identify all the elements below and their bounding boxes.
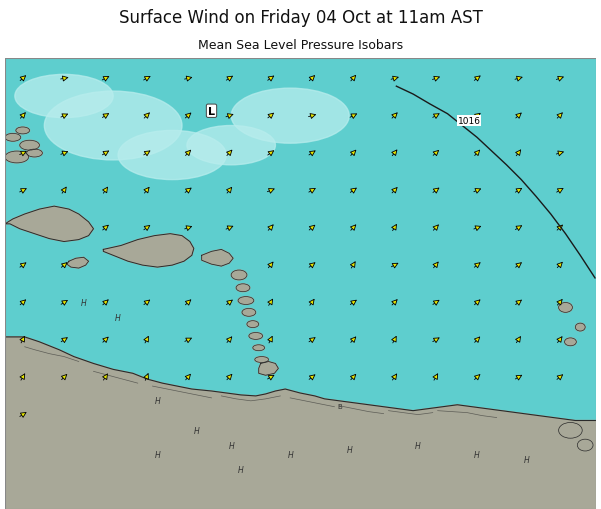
Ellipse shape [187, 126, 275, 165]
Text: H: H [154, 450, 160, 460]
Text: H: H [154, 397, 160, 406]
Polygon shape [5, 337, 596, 509]
Ellipse shape [5, 152, 29, 163]
Text: H: H [228, 441, 234, 449]
Ellipse shape [16, 128, 29, 134]
Ellipse shape [44, 92, 182, 161]
Ellipse shape [575, 324, 585, 331]
Ellipse shape [578, 439, 593, 451]
Ellipse shape [5, 134, 21, 142]
Text: H: H [346, 445, 352, 455]
Ellipse shape [231, 89, 349, 144]
Polygon shape [5, 207, 94, 242]
Text: 1016: 1016 [457, 117, 481, 126]
Ellipse shape [231, 270, 247, 280]
Ellipse shape [249, 333, 263, 340]
Ellipse shape [558, 422, 582, 438]
Text: H: H [194, 426, 200, 435]
Ellipse shape [253, 345, 264, 351]
Text: Mean Sea Level Pressure Isobars: Mean Sea Level Pressure Isobars [198, 39, 403, 52]
Ellipse shape [564, 338, 576, 346]
Text: L: L [208, 106, 215, 117]
Text: H: H [474, 450, 480, 460]
Text: H: H [523, 456, 529, 464]
Text: Surface Wind on Friday 04 Oct at 11am AST: Surface Wind on Friday 04 Oct at 11am AS… [118, 9, 483, 26]
Polygon shape [67, 258, 88, 269]
Text: H: H [81, 298, 87, 307]
Polygon shape [103, 234, 194, 268]
Ellipse shape [118, 131, 226, 180]
Ellipse shape [15, 75, 113, 119]
Text: B: B [337, 403, 342, 409]
Ellipse shape [26, 150, 43, 158]
Ellipse shape [236, 284, 250, 292]
Text: H: H [415, 441, 421, 449]
Ellipse shape [558, 303, 572, 313]
Text: H: H [238, 465, 244, 474]
Ellipse shape [242, 309, 256, 317]
Text: H: H [287, 450, 293, 460]
Polygon shape [258, 362, 278, 376]
Text: H: H [115, 313, 121, 322]
Ellipse shape [255, 357, 269, 363]
Ellipse shape [247, 321, 258, 328]
Polygon shape [202, 250, 233, 267]
Ellipse shape [20, 141, 40, 151]
Ellipse shape [238, 297, 254, 305]
